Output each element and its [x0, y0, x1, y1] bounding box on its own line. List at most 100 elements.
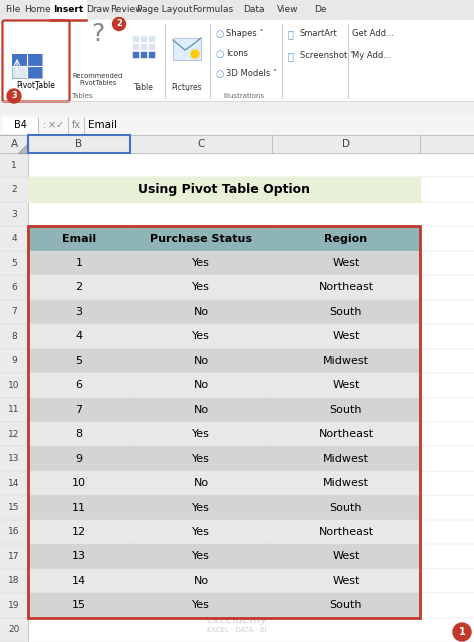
Bar — [0, 202, 28, 227]
Bar — [28, 177, 420, 202]
Text: Yes: Yes — [192, 527, 210, 537]
Text: South: South — [330, 600, 362, 611]
Bar — [0, 251, 28, 275]
Text: Insert: Insert — [53, 6, 83, 15]
Text: West: West — [332, 380, 360, 390]
Bar — [140, 35, 147, 42]
Text: Formulas: Formulas — [192, 6, 233, 15]
Text: Data: Data — [243, 6, 265, 15]
Text: Northeast: Northeast — [319, 527, 374, 537]
Text: 14: 14 — [72, 576, 86, 586]
Text: ˅: ˅ — [34, 87, 38, 96]
Text: West: West — [332, 258, 360, 268]
Text: Yes: Yes — [192, 600, 210, 611]
Bar — [0, 324, 28, 349]
Text: Yes: Yes — [192, 503, 210, 512]
Bar — [132, 35, 139, 42]
Text: No: No — [193, 478, 209, 488]
Bar — [0, 495, 28, 520]
Bar — [28, 135, 130, 153]
Bar — [272, 520, 420, 544]
Bar — [130, 324, 272, 349]
Bar — [28, 251, 130, 275]
Bar — [28, 227, 420, 618]
Text: 16: 16 — [8, 528, 20, 537]
Bar — [130, 593, 272, 618]
Bar — [0, 593, 28, 618]
Circle shape — [453, 623, 471, 641]
Bar — [27, 54, 42, 78]
Bar — [130, 397, 272, 422]
Bar — [50, 0, 86, 20]
Text: 15: 15 — [72, 600, 86, 611]
Text: 6: 6 — [11, 283, 17, 292]
Bar — [0, 0, 474, 115]
Text: D: D — [342, 139, 350, 149]
Text: Region: Region — [324, 234, 367, 243]
Text: No: No — [193, 576, 209, 586]
Bar — [0, 115, 474, 135]
Text: De: De — [314, 6, 326, 15]
Bar — [272, 593, 420, 618]
Circle shape — [7, 89, 21, 103]
Bar — [0, 300, 28, 324]
Text: 5: 5 — [11, 259, 17, 268]
Text: fx: fx — [72, 120, 81, 130]
Text: 3D Models ˅: 3D Models ˅ — [226, 69, 277, 78]
Text: Midwest: Midwest — [323, 454, 369, 464]
Bar — [148, 43, 155, 50]
Bar — [0, 177, 28, 202]
Text: West: West — [332, 576, 360, 586]
Text: Illustrations: Illustrations — [223, 93, 264, 99]
Text: 2: 2 — [75, 282, 82, 293]
Bar — [140, 51, 147, 58]
Bar — [0, 471, 28, 495]
Bar — [28, 300, 130, 324]
Text: Email: Email — [62, 234, 96, 243]
Bar — [130, 520, 272, 544]
Bar — [0, 153, 28, 177]
Bar — [130, 495, 272, 520]
Text: ×: × — [48, 120, 56, 130]
Text: 9: 9 — [11, 356, 17, 365]
Text: Northeast: Northeast — [319, 429, 374, 439]
Bar — [28, 593, 130, 618]
Text: B4: B4 — [14, 120, 27, 130]
Bar — [28, 422, 130, 446]
Bar — [0, 135, 474, 153]
Bar — [28, 275, 130, 300]
Bar — [272, 275, 420, 300]
Text: Draw: Draw — [86, 6, 110, 15]
Bar — [130, 544, 272, 569]
Text: 1: 1 — [75, 258, 82, 268]
Bar — [28, 446, 130, 471]
Bar — [28, 349, 130, 373]
Bar — [0, 0, 474, 20]
Bar — [28, 373, 130, 397]
Bar — [130, 422, 272, 446]
Text: 7: 7 — [11, 308, 17, 317]
Text: 9: 9 — [75, 454, 82, 464]
Bar — [0, 422, 28, 446]
Circle shape — [112, 17, 126, 31]
Bar — [130, 300, 272, 324]
Text: :: : — [44, 120, 46, 130]
Text: Yes: Yes — [192, 454, 210, 464]
Bar — [0, 569, 28, 593]
Text: ✓: ✓ — [56, 120, 64, 130]
Text: No: No — [193, 380, 209, 390]
Text: EXCEL · DATA · BI: EXCEL · DATA · BI — [207, 627, 267, 633]
Bar — [0, 446, 28, 471]
Text: 12: 12 — [72, 527, 86, 537]
Text: Table: Table — [134, 83, 154, 92]
Text: 8: 8 — [75, 429, 82, 439]
Bar — [12, 54, 27, 66]
Bar — [130, 275, 272, 300]
Bar — [0, 275, 28, 300]
Text: 20: 20 — [9, 625, 20, 634]
Text: Shapes ˅: Shapes ˅ — [226, 30, 264, 39]
Bar — [130, 251, 272, 275]
Bar — [272, 495, 420, 520]
Bar — [2, 117, 38, 133]
Bar — [272, 251, 420, 275]
